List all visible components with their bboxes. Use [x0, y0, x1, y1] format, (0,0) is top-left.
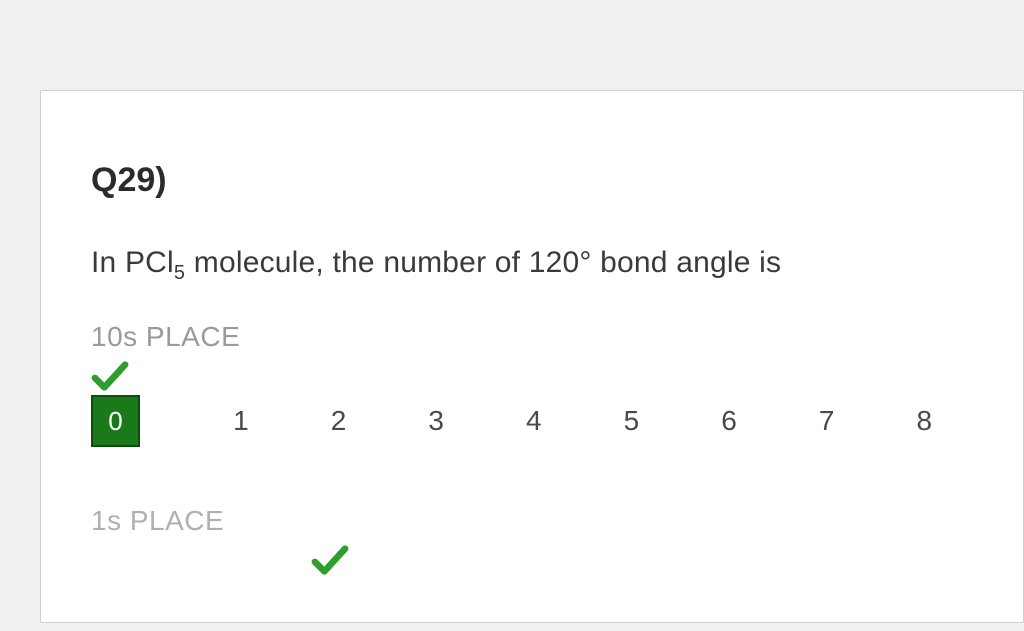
tens-digit-4[interactable]: 4 [485, 405, 583, 437]
tens-digit-selected[interactable]: 0 [91, 395, 140, 447]
checkmark-icon [311, 564, 349, 581]
page-root: Q29) In PCl5 molecule, the number of 120… [0, 0, 1024, 631]
question-text: In PCl5 molecule, the number of 120° bon… [91, 246, 973, 285]
tens-digit-3[interactable]: 3 [387, 405, 485, 437]
question-card: Q29) In PCl5 molecule, the number of 120… [40, 90, 1024, 623]
tens-digit-8[interactable]: 8 [875, 405, 973, 437]
question-subscript: 5 [174, 262, 185, 284]
tens-digit-5[interactable]: 5 [583, 405, 681, 437]
ones-place-label: 1s PLACE [91, 505, 973, 537]
tens-check-row [91, 359, 973, 393]
tens-digit-7[interactable]: 7 [778, 405, 876, 437]
tens-digit-6[interactable]: 6 [680, 405, 778, 437]
question-text-prefix: In PCl [91, 246, 174, 279]
tens-digits-row: 0 1 2 3 4 5 6 7 8 [91, 395, 973, 447]
ones-check-row [311, 543, 973, 582]
question-text-suffix: molecule, the number of 120° bond angle … [185, 246, 781, 279]
tens-digit-1[interactable]: 1 [192, 405, 290, 437]
tens-digit-2[interactable]: 2 [290, 405, 388, 437]
question-number: Q29) [91, 161, 973, 200]
tens-place-label: 10s PLACE [91, 321, 973, 353]
